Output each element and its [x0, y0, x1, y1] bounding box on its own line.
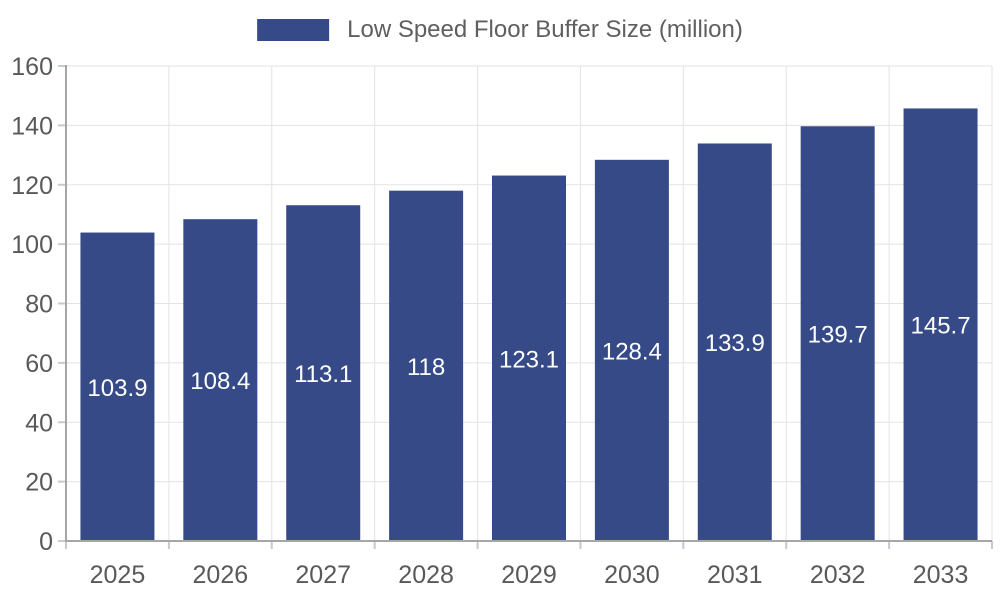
- y-tick-label: 100: [11, 231, 53, 259]
- bar: [80, 232, 155, 541]
- bar: [697, 143, 772, 541]
- x-tick-label: 2025: [90, 561, 146, 589]
- bar: [800, 126, 875, 541]
- bar-value-label: 118: [407, 354, 445, 381]
- x-tick-label: 2032: [810, 561, 866, 589]
- bar-value-label: 133.9: [705, 330, 765, 357]
- bar-value-label: 128.4: [602, 338, 662, 365]
- bar-value-label: 139.7: [808, 322, 868, 349]
- y-tick-label: 80: [25, 291, 53, 319]
- x-tick-label: 2033: [913, 561, 969, 589]
- bar-value-label: 113.1: [294, 361, 352, 388]
- bar: [594, 159, 669, 541]
- bar-value-label: 108.4: [190, 368, 250, 395]
- y-tick-label: 160: [11, 53, 53, 81]
- bar: [183, 219, 258, 541]
- bar: [492, 175, 566, 541]
- y-tick-label: 20: [25, 469, 53, 497]
- chart-legend: Low Speed Floor Buffer Size (million): [257, 16, 743, 44]
- x-tick-label: 2026: [193, 561, 249, 589]
- y-tick-label: 0: [39, 528, 53, 556]
- y-tick-label: 140: [11, 112, 53, 140]
- bar-value-label: 103.9: [87, 375, 147, 402]
- x-tick-label: 2031: [707, 561, 763, 589]
- y-tick-label: 40: [25, 409, 53, 437]
- bar: [389, 190, 464, 541]
- x-tick-label: 2029: [501, 561, 557, 589]
- bar: [286, 205, 361, 541]
- x-tick-label: 2030: [604, 561, 660, 589]
- bar: [903, 108, 978, 541]
- legend-swatch: [257, 19, 330, 41]
- x-tick-label: 2027: [295, 561, 351, 589]
- bar-value-label: 145.7: [911, 313, 971, 340]
- bar-value-label: 123.1: [499, 346, 559, 373]
- x-tick-label: 2028: [398, 561, 454, 589]
- y-tick-label: 60: [25, 350, 53, 378]
- legend-label: Low Speed Floor Buffer Size (million): [347, 16, 743, 43]
- y-tick-label: 120: [11, 172, 53, 200]
